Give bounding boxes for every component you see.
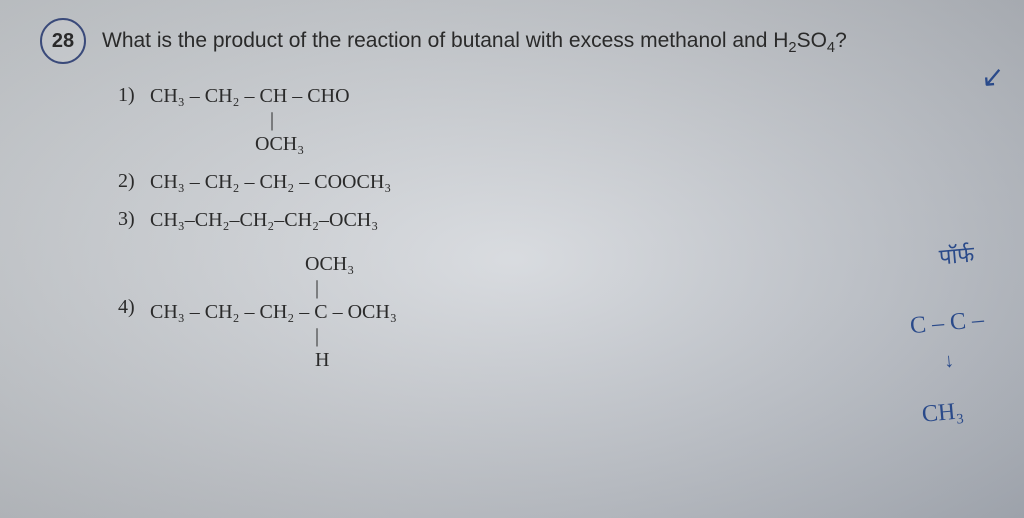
question-text: What is the product of the reaction of b… bbox=[102, 18, 847, 59]
qtext-part3: ? bbox=[835, 29, 847, 52]
qtext-sub2: 4 bbox=[827, 40, 835, 56]
opt1-bond: | bbox=[150, 108, 350, 132]
opt4-topbond: | bbox=[150, 276, 397, 300]
handwriting-mark-4: ↓ bbox=[943, 350, 955, 374]
option-4-structure: OCH₃ | CH₃ – CH₂ – CH₂ – C – OCH₃ | H bbox=[150, 252, 397, 372]
option-4-number: 4) bbox=[118, 252, 142, 319]
question-number: 28 bbox=[52, 30, 74, 53]
handwriting-mark-2: पॉर्फ bbox=[938, 239, 976, 272]
option-3: 3) CH₃–CH₂–CH₂–CH₂–OCH₃ bbox=[118, 208, 984, 232]
option-1-structure: CH₃ – CH₂ – CH – CHO | OCH₃ bbox=[150, 84, 350, 156]
opt4-botbond: | bbox=[150, 324, 397, 348]
opt4-top: OCH₃ bbox=[150, 252, 397, 276]
opt4-bot: H bbox=[150, 348, 397, 372]
option-3-number: 3) bbox=[118, 208, 142, 231]
option-3-formula: CH₃–CH₂–CH₂–CH₂–OCH₃ bbox=[150, 208, 378, 232]
opt1-main: CH₃ – CH₂ – CH – CHO bbox=[150, 84, 350, 108]
option-2-number: 2) bbox=[118, 170, 142, 193]
option-1-number: 1) bbox=[118, 84, 142, 107]
qtext-sub1: 2 bbox=[788, 40, 796, 56]
qtext-part2: SO bbox=[797, 29, 827, 52]
qtext-part1: What is the product of the reaction of b… bbox=[102, 29, 788, 52]
option-1: 1) CH₃ – CH₂ – CH – CHO | OCH₃ bbox=[118, 84, 984, 156]
opt1-sub: OCH₃ bbox=[150, 132, 350, 156]
question-header: 28 What is the product of the reaction o… bbox=[40, 18, 984, 64]
option-4: 4) OCH₃ | CH₃ – CH₂ – CH₂ – C – OCH₃ | bbox=[118, 252, 984, 372]
opt4-main: CH₃ – CH₂ – CH₂ – C – OCH₃ bbox=[150, 300, 397, 324]
question-content: 28 What is the product of the reaction o… bbox=[0, 0, 1024, 404]
question-number-circle: 28 bbox=[40, 18, 86, 64]
option-2-formula: CH₃ – CH₂ – CH₂ – COOCH₃ bbox=[150, 170, 391, 194]
option-2: 2) CH₃ – CH₂ – CH₂ – COOCH₃ bbox=[118, 170, 984, 194]
handwriting-mark-5: CH₃ bbox=[921, 398, 965, 429]
handwriting-mark-1: ↙ bbox=[979, 59, 1005, 95]
